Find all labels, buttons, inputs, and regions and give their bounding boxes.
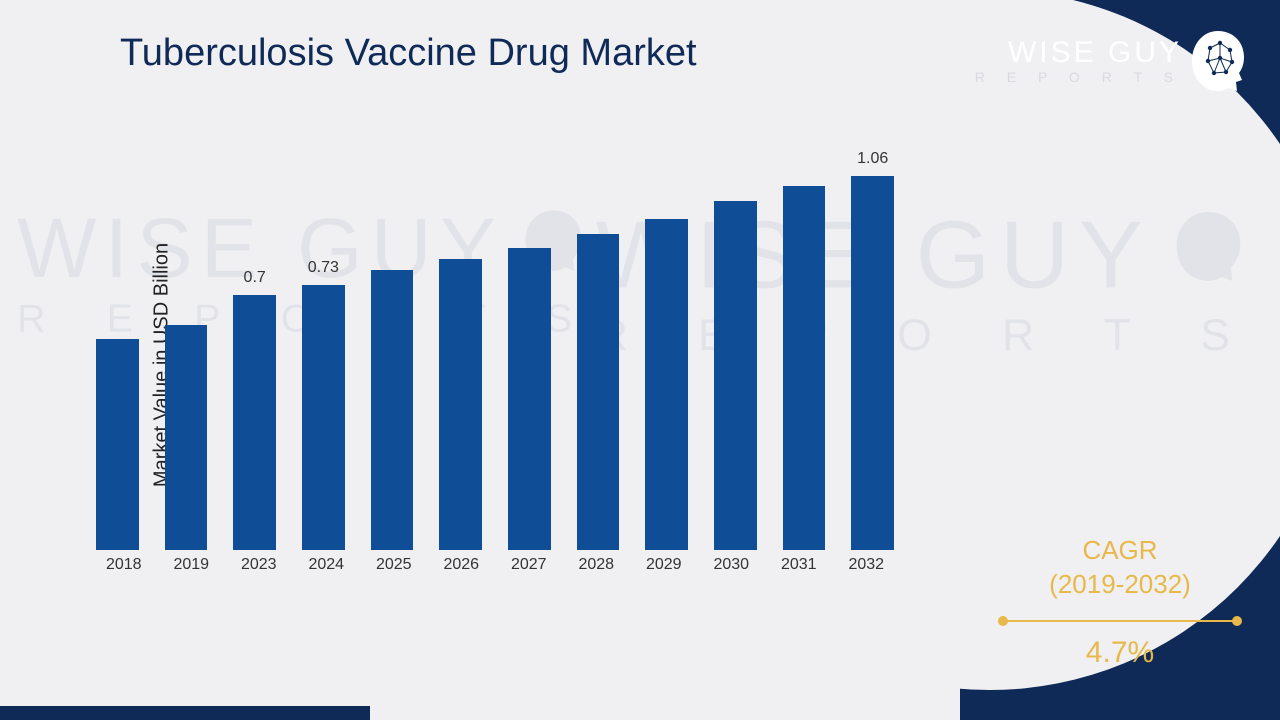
bar-chart: Market Value in USD Billion 0.70.731.06 … xyxy=(80,150,900,580)
bar-wrap xyxy=(639,150,694,550)
bar xyxy=(851,176,894,550)
bar-wrap xyxy=(708,150,763,550)
bar-wrap: 0.73 xyxy=(296,150,351,550)
brand-logo: WISE GUY R E P O R T S xyxy=(975,28,1250,98)
x-tick-label: 2025 xyxy=(360,550,428,580)
bar-wrap xyxy=(777,150,832,550)
bar-wrap xyxy=(159,150,214,550)
cagr-label: CAGR (2019-2032) xyxy=(1000,534,1240,602)
logo-line2: R E P O R T S xyxy=(975,68,1182,88)
cagr-block: CAGR (2019-2032) 4.7% xyxy=(1000,534,1240,670)
bar xyxy=(165,325,208,550)
head-icon xyxy=(1190,28,1250,98)
x-axis: 2018201920232024202520262027202820292030… xyxy=(90,550,900,580)
bar-wrap xyxy=(365,150,420,550)
footer-accent-bar xyxy=(0,706,370,720)
x-tick-label: 2028 xyxy=(563,550,631,580)
logo-line1: WISE GUY xyxy=(975,38,1182,68)
plot-area: 0.7 0.73 1.06 xyxy=(90,150,900,550)
report-graphic: WISE GUY R E P O R T S WISE GUY R E P O … xyxy=(0,0,1280,720)
bar-value-label: 0.7 xyxy=(244,269,266,289)
cagr-value: 4.7% xyxy=(1000,636,1240,670)
bar xyxy=(577,234,620,550)
bar xyxy=(783,186,826,550)
bar xyxy=(302,285,345,550)
x-tick-label: 2031 xyxy=(765,550,833,580)
bar-wrap xyxy=(433,150,488,550)
x-tick-label: 2030 xyxy=(698,550,766,580)
chart-title: Tuberculosis Vaccine Drug Market xyxy=(120,32,697,75)
x-tick-label: 2024 xyxy=(293,550,361,580)
bar-wrap: 0.7 xyxy=(227,150,282,550)
bar-value-label: 0.73 xyxy=(308,259,339,279)
bar xyxy=(233,295,276,550)
bar-wrap xyxy=(90,150,145,550)
bar-wrap: 1.06 xyxy=(845,150,900,550)
x-tick-label: 2027 xyxy=(495,550,563,580)
x-tick-label: 2026 xyxy=(428,550,496,580)
x-tick-label: 2023 xyxy=(225,550,293,580)
cagr-divider xyxy=(1000,620,1240,622)
bar-wrap xyxy=(502,150,557,550)
bar xyxy=(371,270,414,550)
bar-value-label: 1.06 xyxy=(857,150,888,170)
x-tick-label: 2029 xyxy=(630,550,698,580)
bar-wrap xyxy=(571,150,626,550)
x-tick-label: 2032 xyxy=(833,550,901,580)
bar xyxy=(439,259,482,550)
x-tick-label: 2019 xyxy=(158,550,226,580)
bar xyxy=(508,248,551,550)
x-tick-label: 2018 xyxy=(90,550,158,580)
bar xyxy=(96,339,139,550)
bar xyxy=(645,219,688,550)
bar xyxy=(714,201,757,550)
